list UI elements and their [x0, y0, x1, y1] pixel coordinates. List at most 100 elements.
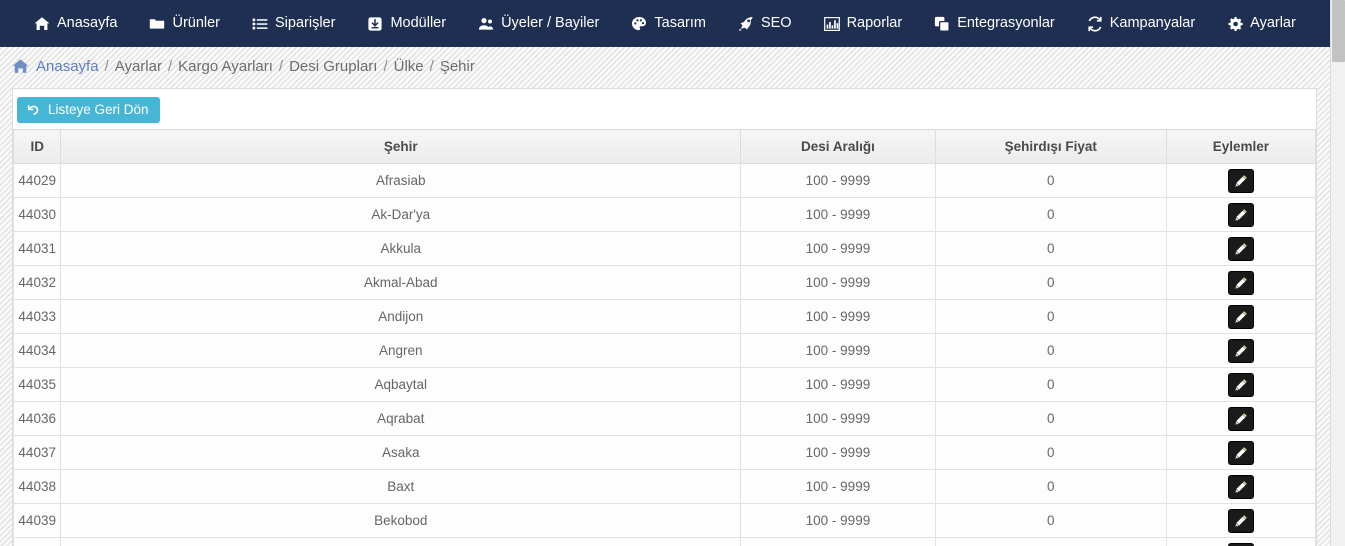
table-row: 44039 Bekobod 100 - 9999 0: [12, 503, 1317, 538]
nav-item-r-nler[interactable]: Ürünler: [133, 0, 236, 47]
cell-id: 44032: [12, 265, 62, 300]
breadcrumb-separator: /: [167, 58, 173, 75]
edit-row-button[interactable]: [1227, 304, 1254, 329]
cell-id: 44031: [12, 231, 62, 266]
nav-item-yeler-bayiler[interactable]: Üyeler / Bayiler: [462, 0, 615, 47]
column-header-id[interactable]: ID: [12, 129, 62, 164]
cell-city: Aqbaytal: [60, 367, 742, 402]
nav-item-sipari-ler[interactable]: Siparişler: [236, 0, 351, 47]
nav-item-label: Siparişler: [275, 15, 336, 31]
edit-row-button[interactable]: [1227, 372, 1254, 397]
table-row: 44035 Aqbaytal 100 - 9999 0: [12, 367, 1317, 402]
cell-city: Asaka: [60, 435, 742, 470]
home-icon: [12, 58, 29, 75]
nav-item-label: Kampanyalar: [1109, 15, 1196, 31]
edit-row-button[interactable]: [1227, 474, 1254, 499]
pencil-edit-icon: [1234, 276, 1248, 290]
edit-row-button[interactable]: [1227, 202, 1254, 227]
cell-price: 0: [934, 163, 1167, 198]
cell-city: Aqrabat: [60, 401, 742, 436]
table-row: 44034 Angren 100 - 9999 0: [12, 333, 1317, 368]
module-box-icon: [367, 16, 383, 32]
nav-item-mod-ller[interactable]: Modüller: [351, 0, 462, 47]
cell-city: Angren: [60, 333, 742, 368]
cell-price: 0: [934, 333, 1167, 368]
cell-price: 0: [934, 537, 1167, 546]
nav-item-raporlar[interactable]: Raporlar: [808, 0, 919, 47]
breadcrumb-item-desi-grupları[interactable]: Desi Grupları: [289, 58, 378, 75]
edit-row-button[interactable]: [1227, 338, 1254, 363]
pencil-edit-icon: [1234, 174, 1248, 188]
nav-item-label: Modüller: [390, 15, 447, 31]
cell-city: Beruniy: [60, 537, 742, 546]
back-to-list-button[interactable]: Listeye Geri Dön: [17, 97, 160, 123]
edit-row-button[interactable]: [1227, 440, 1254, 465]
breadcrumb-item-şehir[interactable]: Şehir: [439, 58, 475, 75]
table-row: 44030 Ak-Dar'ya 100 - 9999 0: [12, 197, 1317, 232]
cell-id: 44033: [12, 299, 62, 334]
cell-price: 0: [934, 367, 1167, 402]
content-panel: Listeye Geri Dön ID Şehir Desi Aralığı Ş…: [12, 88, 1317, 546]
nav-item-ayarlar[interactable]: Ayarlar: [1211, 0, 1312, 47]
edit-row-button[interactable]: [1227, 508, 1254, 533]
column-header-desi[interactable]: Desi Aralığı: [740, 129, 936, 164]
pencil-edit-icon: [1234, 378, 1248, 392]
cell-desi: 100 - 9999: [740, 401, 936, 436]
cell-desi: 100 - 9999: [740, 435, 936, 470]
breadcrumb-item-ayarlar[interactable]: Ayarlar: [114, 58, 162, 75]
copy-icon: [934, 16, 950, 32]
cell-id: 44034: [12, 333, 62, 368]
cell-actions: [1165, 333, 1317, 368]
pencil-edit-icon: [1234, 514, 1248, 528]
cell-price: 0: [934, 197, 1167, 232]
nav-item-entegrasyonlar[interactable]: Entegrasyonlar: [918, 0, 1071, 47]
cell-desi: 100 - 9999: [740, 231, 936, 266]
nav-item-tasar-m[interactable]: Tasarım: [615, 0, 722, 47]
column-header-price[interactable]: Şehirdışı Fiyat: [934, 129, 1167, 164]
cell-city: Baxt: [60, 469, 742, 504]
nav-item-label: Entegrasyonlar: [957, 15, 1055, 31]
cell-desi: 100 - 9999: [740, 163, 936, 198]
column-header-city[interactable]: Şehir: [60, 129, 742, 164]
cell-desi: 100 - 9999: [740, 265, 936, 300]
cell-desi: 100 - 9999: [740, 537, 936, 546]
cell-actions: [1165, 231, 1317, 266]
table-row: 44032 Akmal-Abad 100 - 9999 0: [12, 265, 1317, 300]
breadcrumb-separator: /: [429, 58, 434, 75]
edit-row-button[interactable]: [1227, 406, 1254, 431]
gear-icon: [1227, 16, 1243, 32]
nav-item-label: Üyeler / Bayiler: [501, 15, 600, 31]
nav-item-seo[interactable]: SEO: [722, 0, 808, 47]
column-header-actions: Eylemler: [1165, 129, 1317, 164]
breadcrumb-item-kargo-ayarları[interactable]: Kargo Ayarları: [178, 58, 273, 75]
nav-item-anasayfa[interactable]: Anasayfa: [18, 0, 133, 47]
folder-icon: [149, 16, 165, 32]
vertical-scrollbar[interactable]: [1330, 0, 1345, 546]
cell-actions: [1165, 503, 1317, 538]
edit-row-button[interactable]: [1227, 542, 1254, 546]
edit-row-button[interactable]: [1227, 236, 1254, 261]
breadcrumb-item-ülke[interactable]: Ülke: [393, 58, 424, 75]
pencil-edit-icon: [1234, 242, 1248, 256]
edit-row-button[interactable]: [1227, 270, 1254, 295]
cell-desi: 100 - 9999: [740, 333, 936, 368]
table-row: 44036 Aqrabat 100 - 9999 0: [12, 401, 1317, 436]
cell-actions: [1165, 537, 1317, 546]
breadcrumb-separator: /: [278, 58, 284, 75]
table-header-row: ID Şehir Desi Aralığı Şehirdışı Fiyat Ey…: [12, 129, 1317, 164]
edit-row-button[interactable]: [1227, 168, 1254, 193]
cell-city: Bekobod: [60, 503, 742, 538]
nav-item-label: Tasarım: [654, 15, 706, 31]
cell-id: 44036: [12, 401, 62, 436]
pencil-edit-icon: [1234, 412, 1248, 426]
pencil-edit-icon: [1234, 480, 1248, 494]
nav-item-kampanyalar[interactable]: Kampanyalar: [1071, 0, 1211, 47]
nav-item-label: Anasayfa: [57, 15, 118, 31]
breadcrumb-link-home[interactable]: Anasayfa: [36, 58, 99, 75]
cell-price: 0: [934, 503, 1167, 538]
breadcrumb-separator: /: [104, 58, 109, 75]
vertical-scrollbar-thumb[interactable]: [1332, 0, 1345, 62]
pencil-edit-icon: [1234, 208, 1248, 222]
cell-desi: 100 - 9999: [740, 197, 936, 232]
cell-desi: 100 - 9999: [740, 503, 936, 538]
